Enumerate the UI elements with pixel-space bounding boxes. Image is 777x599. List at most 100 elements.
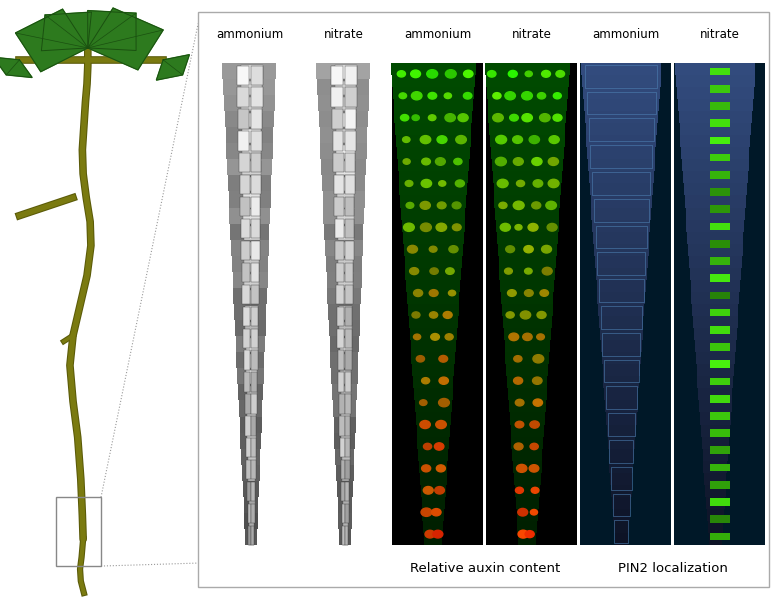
Bar	[504, 340, 550, 352]
Circle shape	[412, 312, 420, 318]
Bar	[515, 485, 540, 497]
Bar	[242, 129, 261, 143]
Circle shape	[448, 291, 455, 296]
Circle shape	[517, 509, 528, 516]
Circle shape	[423, 486, 433, 494]
Bar	[509, 400, 545, 413]
Bar	[251, 153, 261, 173]
Bar	[596, 268, 647, 280]
Bar	[692, 304, 738, 316]
Bar	[608, 413, 635, 436]
Bar	[710, 119, 730, 127]
Circle shape	[454, 158, 462, 165]
Circle shape	[533, 399, 542, 406]
Bar	[232, 256, 268, 272]
Circle shape	[497, 179, 508, 187]
Bar	[489, 111, 566, 123]
Bar	[609, 440, 633, 462]
Circle shape	[411, 92, 422, 100]
Bar	[320, 143, 367, 159]
Bar	[677, 87, 754, 99]
Bar	[511, 437, 543, 449]
Bar	[345, 504, 349, 523]
Circle shape	[456, 135, 466, 144]
Bar	[585, 65, 657, 87]
Bar	[249, 499, 255, 513]
Circle shape	[445, 69, 456, 78]
Bar	[345, 350, 352, 370]
Bar	[678, 99, 753, 111]
Bar	[611, 467, 632, 489]
Bar	[238, 110, 249, 129]
Bar	[326, 272, 361, 288]
Circle shape	[493, 93, 501, 99]
Bar	[239, 416, 262, 432]
Circle shape	[531, 158, 542, 165]
Bar	[337, 193, 354, 208]
Circle shape	[521, 92, 532, 100]
Bar	[251, 482, 255, 501]
Bar	[319, 111, 368, 127]
Bar	[589, 171, 653, 183]
Bar	[486, 63, 577, 545]
Circle shape	[549, 179, 559, 187]
Bar	[246, 386, 256, 401]
Polygon shape	[88, 8, 163, 70]
Text: nitrate: nitrate	[700, 28, 740, 41]
Bar	[406, 280, 460, 292]
Bar	[503, 328, 551, 340]
Bar	[342, 504, 345, 523]
Bar	[336, 285, 344, 304]
Bar	[316, 63, 370, 79]
Circle shape	[542, 246, 552, 253]
Circle shape	[507, 290, 516, 297]
Bar	[392, 87, 474, 99]
Bar	[321, 159, 366, 176]
Circle shape	[553, 114, 562, 121]
Bar	[699, 388, 733, 401]
Bar	[237, 65, 249, 85]
Circle shape	[533, 180, 542, 187]
Bar	[251, 65, 263, 85]
Bar	[498, 244, 557, 256]
Circle shape	[438, 398, 449, 407]
Bar	[414, 388, 453, 401]
Circle shape	[523, 333, 532, 340]
Circle shape	[517, 464, 527, 473]
Bar	[340, 370, 351, 385]
Bar	[246, 354, 257, 368]
Bar	[710, 308, 730, 316]
Circle shape	[421, 180, 431, 187]
Circle shape	[421, 508, 432, 516]
Circle shape	[464, 70, 473, 77]
Bar	[697, 364, 734, 376]
Bar	[490, 123, 566, 135]
Circle shape	[452, 224, 461, 231]
Bar	[198, 12, 769, 587]
Bar	[514, 473, 541, 485]
Circle shape	[540, 290, 549, 297]
Bar	[600, 328, 643, 340]
Bar	[336, 307, 344, 326]
Bar	[582, 75, 660, 87]
Bar	[231, 240, 269, 256]
Bar	[507, 376, 548, 388]
Bar	[496, 220, 559, 232]
Bar	[404, 244, 463, 256]
Bar	[245, 394, 250, 413]
Circle shape	[514, 443, 523, 450]
Bar	[242, 263, 250, 282]
Bar	[345, 416, 350, 435]
Bar	[251, 285, 259, 304]
Circle shape	[509, 333, 519, 341]
Circle shape	[506, 312, 514, 318]
Bar	[395, 111, 472, 123]
Circle shape	[436, 223, 447, 231]
Bar	[335, 81, 357, 95]
Bar	[593, 232, 650, 244]
Bar	[332, 110, 343, 129]
Text: nitrate: nitrate	[512, 28, 552, 41]
Bar	[710, 429, 730, 437]
Bar	[591, 146, 652, 168]
Bar	[243, 210, 260, 223]
